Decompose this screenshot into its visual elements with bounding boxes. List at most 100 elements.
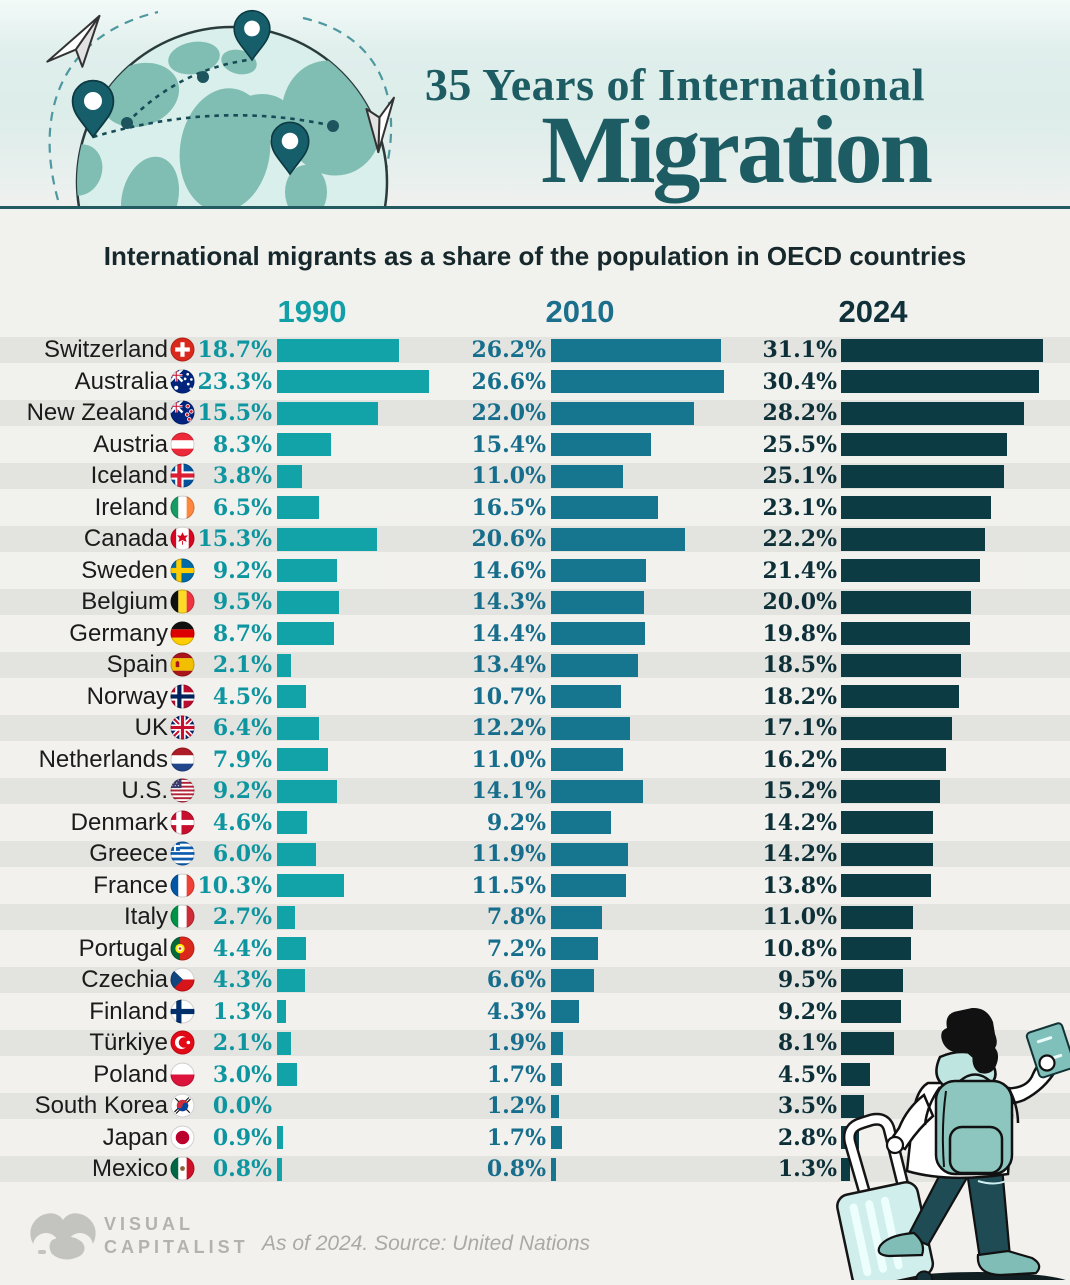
rows: Switzerland 18.7% 26.2% 31.1% Australia 23.3%… [0,334,1070,1185]
column-header-1990: 1990 [277,294,347,329]
value-2010: 7.2% [486,935,546,962]
austria-flag-icon [170,432,195,457]
iceland-flag-icon [170,463,195,488]
globe-illustration [18,0,418,206]
bar-2010 [551,905,602,929]
spain-flag-icon [170,652,195,677]
chart-subtitle: International migrants as a share of the… [103,241,967,271]
value-2010: 16.5% [471,494,547,521]
value-2010: 6.6% [486,967,546,993]
bar-2010 [551,811,611,834]
table-row: New Zealand 15.5% 22.0% 28.2% [0,397,1070,429]
bar-2010 [551,874,626,897]
bar-2024 [841,653,962,677]
table-row: Ireland 6.5% 16.5% 23.1% [0,492,1070,524]
value-2024: 14.2% [762,841,838,867]
value-2010: 11.0% [471,463,547,489]
denmark-flag-icon [170,810,195,835]
value-2010: 1.7% [486,1061,546,1088]
bar-1990 [277,1000,286,1023]
bar-1990 [277,1063,297,1086]
value-1990: 8.3% [212,431,272,458]
location-pin-icon [233,9,271,62]
bar-2010 [551,1126,562,1149]
bar-2010 [551,968,594,992]
source-note: As of 2024. Source: United Nations [262,1232,591,1255]
value-2010: 26.6% [471,368,547,395]
value-2010: 11.0% [471,746,547,773]
country-label: Denmark [70,808,168,836]
bar-2024 [841,1031,894,1055]
bar-2024 [841,779,940,803]
table-row: Germany 8.7% 14.4% 19.8% [0,618,1070,650]
value-2010: 15.4% [471,431,547,458]
country-label: Norway [86,682,168,710]
value-1990: 7.9% [212,746,272,773]
value-2024: 25.5% [762,431,838,458]
value-2024: 30.4% [762,368,838,395]
table-row: Greece 6.0% 11.9% 14.2% [0,838,1070,870]
bar-2010 [551,401,694,425]
bar-2024 [841,496,992,519]
bar-2024 [841,401,1025,425]
value-2024: 9.2% [777,998,837,1025]
value-2010: 13.4% [471,652,547,678]
value-2010: 22.0% [471,400,547,426]
table-row: U.S. 9.2% 14.1% 15.2% [0,775,1070,807]
bar-1990 [277,748,329,771]
column-header-2024: 2024 [838,294,908,329]
value-2010: 14.4% [471,620,547,647]
header-divider [0,206,1070,209]
bar-2024 [841,527,986,551]
bar-1990 [277,1157,283,1181]
table-row: Australia 23.3% 26.6% 30.4% [0,366,1070,398]
value-1990: 3.8% [212,463,272,489]
value-2010: 0.8% [486,1156,546,1182]
paper-plane-icon [365,96,395,154]
bar-2010 [551,779,643,803]
brand-line1: VISUAL [104,1214,195,1234]
norway-flag-icon [170,684,195,709]
value-1990: 4.5% [212,683,272,710]
greece-flag-icon [170,841,195,866]
bar-1990 [277,716,319,740]
value-2010: 7.8% [486,904,546,930]
brand-wordmark: VISUAL CAPITALIST [104,1213,249,1259]
bar-2010 [551,464,623,488]
value-2010: 9.2% [486,809,546,836]
australia-flag-icon [170,369,195,394]
bar-1990 [277,433,331,456]
value-2010: 12.2% [471,715,547,741]
bar-2010 [551,1000,579,1023]
netherlands-flag-icon [170,747,195,772]
table-row: Netherlands 7.9% 11.0% 16.2% [0,744,1070,776]
country-label: Austria [93,430,168,458]
bar-2010 [551,1031,564,1055]
value-2024: 13.8% [762,872,838,899]
table-row: Portugal 4.4% 7.2% 10.8% [0,933,1070,965]
table-row: France 10.3% 11.5% 13.8% [0,870,1070,902]
bar-2024 [841,905,913,929]
value-1990: 2.1% [212,652,272,678]
bar-2024 [841,338,1044,362]
bar-1990 [277,496,320,519]
mexico-flag-icon [170,1156,195,1181]
bar-1990 [277,685,307,708]
value-1990: 15.3% [197,526,273,552]
bar-2024 [841,842,934,866]
bar-2010 [551,1094,559,1118]
globe-icon [46,9,395,206]
country-label: South Korea [34,1092,168,1119]
bar-1990 [277,811,307,834]
bar-1990 [277,527,377,551]
value-2024: 28.2% [762,400,838,426]
bar-2010 [551,496,659,519]
bar-2010 [551,748,623,771]
value-2024: 31.1% [762,337,838,363]
value-2024: 3.5% [777,1093,837,1119]
right-shoe [976,1249,1041,1277]
bar-1990 [277,905,295,929]
route-dot [197,71,209,83]
value-2024: 20.0% [762,589,838,615]
country-label: Belgium [81,588,168,615]
